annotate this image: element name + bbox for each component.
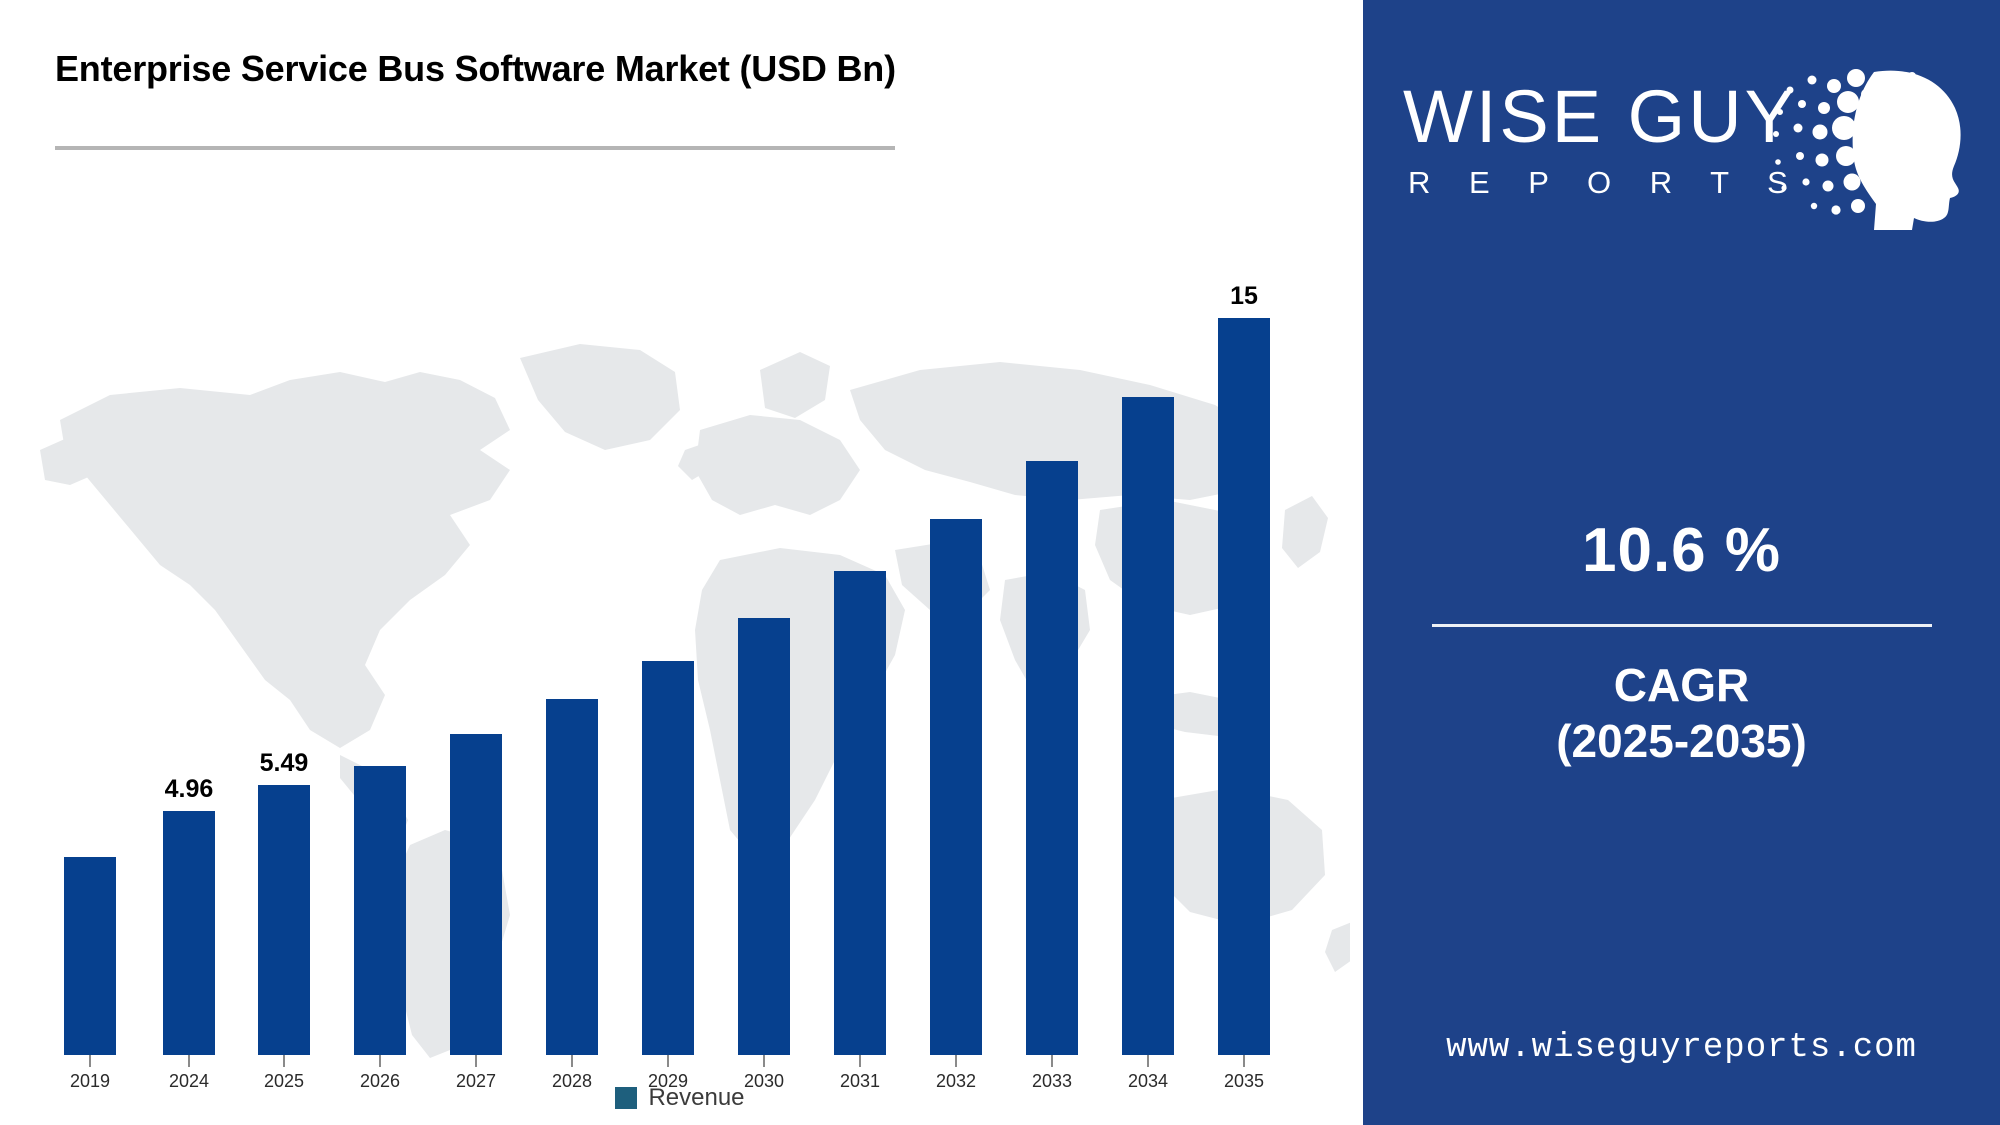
tick-mark — [379, 1055, 381, 1067]
logo-wordmark: WISE GUY R E P O R T S — [1403, 75, 1803, 200]
tick-mark — [1243, 1055, 1245, 1067]
chart-panel: Enterprise Service Bus Software Market (… — [0, 48, 1360, 1110]
x-tick-label: 2027 — [455, 1071, 497, 1091]
logo-sub-text: R E P O R T S — [1408, 165, 1803, 200]
tick-mark — [283, 1055, 285, 1067]
cagr-caption-line1: CAGR — [1613, 659, 1750, 711]
bar-2030 — [738, 618, 790, 1055]
bar-slot-2026[interactable] — [354, 757, 406, 1055]
tick-mark — [188, 1055, 190, 1067]
wiseguy-logo[interactable]: WISE GUY R E P O R T S — [1363, 62, 2000, 232]
tick-mark — [89, 1055, 91, 1067]
x-tick-label: 2019 — [69, 1071, 111, 1091]
chart-legend[interactable]: Revenue — [0, 1086, 1360, 1110]
bar-2031 — [834, 571, 886, 1055]
bar-slot-2029[interactable] — [642, 652, 694, 1055]
website-url[interactable]: www.wiseguyreports.com — [1446, 1029, 1917, 1067]
bar-slot-2027[interactable] — [450, 725, 502, 1055]
bar-slot-2035[interactable]: 15 — [1218, 272, 1270, 1055]
legend-swatch-icon — [615, 1087, 638, 1109]
x-tick-label: 2032 — [935, 1071, 977, 1091]
bar-2025 — [258, 785, 310, 1055]
bar-2019 — [64, 857, 116, 1055]
cagr-value: 10.6 % — [1581, 516, 1782, 585]
tick-mark — [1147, 1055, 1149, 1067]
x-tick-label: 2030 — [743, 1071, 785, 1091]
bar-2032 — [930, 519, 982, 1055]
bar-group: 4.96 5.49 — [60, 180, 1345, 1055]
bar-value-2035: 15 — [1230, 282, 1258, 310]
tick-mark — [859, 1055, 861, 1067]
chart-title: Enterprise Service Bus Software Market (… — [55, 48, 896, 89]
cagr-divider — [1431, 624, 1932, 627]
x-tick-label: 2029 — [647, 1071, 689, 1091]
bar-2034 — [1122, 397, 1174, 1055]
bar-slot-2031[interactable] — [834, 562, 886, 1055]
x-tick-label: 2035 — [1223, 1071, 1265, 1091]
bar-value-2024: 4.96 — [164, 775, 214, 803]
bar-slot-2034[interactable] — [1122, 388, 1174, 1055]
bar-2035 — [1218, 318, 1270, 1055]
x-axis: 2019 2024 2025 2026 2027 2028 — [60, 1055, 1345, 1095]
x-tick-label: 2028 — [551, 1071, 593, 1091]
bar-slot-2030[interactable] — [738, 609, 790, 1055]
bar-2027 — [450, 734, 502, 1055]
bar-slot-2028[interactable] — [546, 690, 598, 1055]
bar-value-2025: 5.49 — [259, 749, 309, 777]
tick-mark — [475, 1055, 477, 1067]
logo-main-text: WISE GUY — [1403, 75, 1798, 158]
x-tick-label: 2034 — [1127, 1071, 1169, 1091]
head-silhouette-icon — [1706, 64, 1976, 232]
tick-mark — [955, 1055, 957, 1067]
bar-slot-2033[interactable] — [1026, 452, 1078, 1055]
bar-2033 — [1026, 461, 1078, 1055]
tick-mark — [1051, 1055, 1053, 1067]
tick-mark — [571, 1055, 573, 1067]
bar-slot-2019[interactable] — [64, 848, 116, 1055]
x-tick-label: 2033 — [1031, 1071, 1073, 1091]
x-tick-label: 2026 — [359, 1071, 401, 1091]
cagr-caption: CAGR (2025-2035) — [1363, 657, 2000, 769]
bar-2024 — [163, 811, 215, 1055]
bar-slot-2025[interactable]: 5.49 — [258, 739, 310, 1055]
bar-2026 — [354, 766, 406, 1055]
x-tick-label: 2024 — [168, 1071, 210, 1091]
x-tick-label: 2031 — [839, 1071, 881, 1091]
tick-mark — [763, 1055, 765, 1067]
bar-2028 — [546, 699, 598, 1055]
legend-label-revenue: Revenue — [648, 1084, 745, 1111]
cagr-caption-line2: (2025-2035) — [1556, 715, 1807, 768]
brand-panel: WISE GUY R E P O R T S — [1363, 0, 2000, 1125]
bar-2029 — [642, 661, 694, 1055]
title-divider — [55, 146, 895, 150]
x-tick-label: 2025 — [263, 1071, 305, 1091]
bar-slot-2032[interactable] — [930, 510, 982, 1055]
cagr-block: 10.6 % CAGR (2025-2035) — [1363, 520, 2000, 769]
tick-mark — [667, 1055, 669, 1067]
bar-slot-2024[interactable]: 4.96 — [163, 765, 215, 1055]
plot-area: 4.96 5.49 — [60, 180, 1345, 1055]
